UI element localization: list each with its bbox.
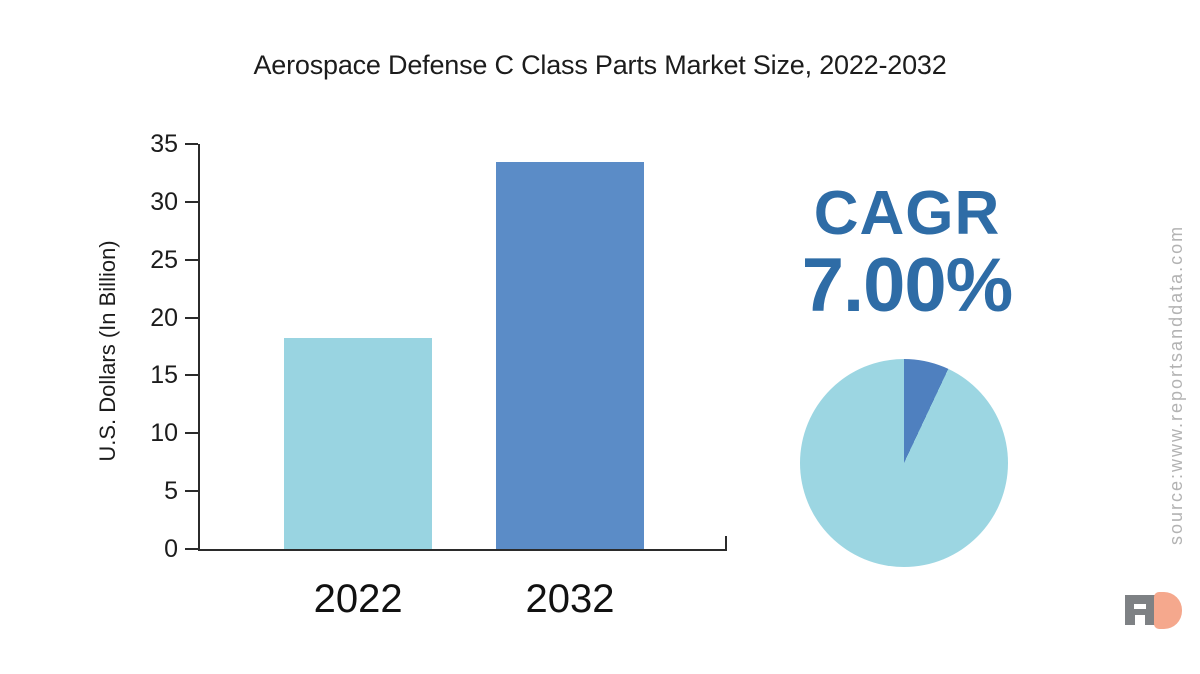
cagr-callout: CAGR 7.00% (802, 183, 1013, 327)
y-axis-tick-label: 30 (150, 187, 178, 216)
y-axis-tick (185, 316, 198, 319)
y-axis-tick-label: 35 (150, 130, 178, 158)
x-axis-label-2022: 2022 (313, 577, 403, 621)
cagr-label: CAGR (813, 179, 1001, 248)
bar-2032 (495, 161, 644, 549)
chart-title: Aerospace Defense C Class Parts Market S… (253, 50, 947, 80)
plot-area: 0 5 10 15 20 25 30 35 2022 2032 (150, 131, 727, 621)
y-axis-tick-label: 15 (150, 361, 178, 390)
y-axis-tick (185, 143, 198, 145)
y-axis-tick (185, 432, 198, 435)
y-axis-tick-label: 10 (150, 419, 178, 448)
y-axis-tick (185, 258, 198, 261)
y-axis-tick (185, 374, 198, 377)
pie-chart (800, 359, 1008, 567)
y-axis-tick-label: 25 (150, 245, 178, 274)
logo-d-icon (1154, 592, 1182, 629)
y-axis-tick-label: 20 (150, 303, 178, 332)
y-axis-tick (185, 548, 198, 550)
y-axis-tick (185, 200, 198, 203)
bar-2022 (284, 338, 433, 549)
x-axis-end-tick (725, 536, 727, 549)
y-axis-tick (185, 490, 198, 493)
cagr-value: 7.00% (801, 243, 1013, 328)
reports-and-data-logo (1125, 592, 1195, 632)
source-watermark: source:www.reportsanddata.com (1166, 224, 1186, 545)
y-axis-tick-label: 0 (164, 535, 178, 563)
logo-r-icon (1125, 595, 1155, 625)
y-axis-tick-label: 5 (164, 477, 178, 506)
x-axis-label-2032: 2032 (525, 577, 615, 621)
